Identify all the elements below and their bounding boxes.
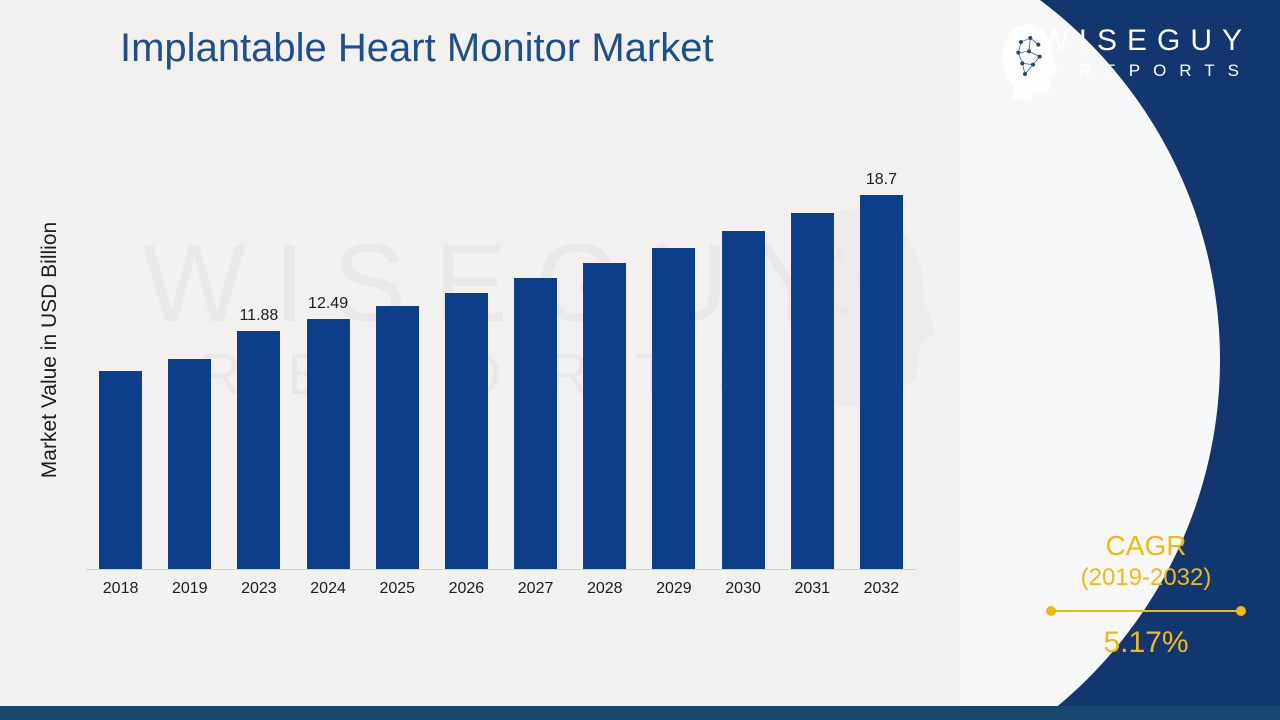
bar [307,319,350,569]
bar-slot [722,231,765,569]
bar [445,293,488,569]
x-tick-label: 2019 [155,580,224,598]
x-tick-label: 2030 [709,580,778,598]
cagr-block: CAGR (2019-2032) 5.17% [1036,530,1256,660]
x-tick-label: 2031 [778,580,847,598]
chart-title: Implantable Heart Monitor Market [120,26,714,71]
x-tick-label: 2023 [224,580,293,598]
bar-slot [791,213,834,569]
bar-slot [376,306,419,569]
logo-line2: REPORTS [1040,62,1252,79]
cagr-value: 5.17% [1036,626,1256,660]
cagr-range: (2019-2032) [1036,564,1256,592]
x-tick-label: 2024 [294,580,363,598]
x-tick-label: 2018 [86,580,155,598]
bottom-accent-bar [0,706,1280,720]
bar [514,278,557,569]
bar-slot [445,293,488,569]
bar [652,248,695,569]
bar-slot: 11.88 [237,331,280,569]
x-axis: 2018201920232024202520262027202820292030… [86,574,916,604]
brand-logo: WISEGUY REPORTS [1040,26,1252,79]
x-tick-label: 2025 [363,580,432,598]
bar-slot [99,371,142,569]
bar-slot [514,278,557,569]
x-tick-label: 2029 [639,580,708,598]
plot-area: 11.88 12.49 18.7 [86,130,916,570]
bar [99,371,142,569]
x-tick-label: 2028 [570,580,639,598]
logo-line1: WISEGUY [1040,26,1252,56]
infographic-stage: WISEGUY REPORTS Implantable Heart Monito… [0,0,1280,720]
cagr-separator [1051,610,1241,612]
cagr-title: CAGR [1036,530,1256,562]
chart-area: Market Value in USD Billion 11.88 12.49 18… [30,130,930,650]
bar [168,359,211,569]
bar-slot [652,248,695,569]
bar [583,263,626,569]
bar-slot [168,359,211,569]
bar [860,195,903,569]
bar [722,231,765,569]
bar-value-label: 11.88 [237,307,280,325]
bar [376,306,419,569]
x-tick-label: 2032 [847,580,916,598]
x-tick-label: 2026 [432,580,501,598]
right-panel: WISEGUY REPORTS CAGR (2019-2032) 5.17% [960,0,1280,720]
bar-value-label: 18.7 [860,171,903,189]
bar-slot [583,263,626,569]
y-axis-label: Market Value in USD Billion [30,130,70,570]
bar [791,213,834,569]
bar [237,331,280,569]
bar-slot: 12.49 [307,319,350,569]
x-tick-label: 2027 [501,580,570,598]
bar-slot: 18.7 [860,195,903,569]
bar-value-label: 12.49 [307,295,350,313]
